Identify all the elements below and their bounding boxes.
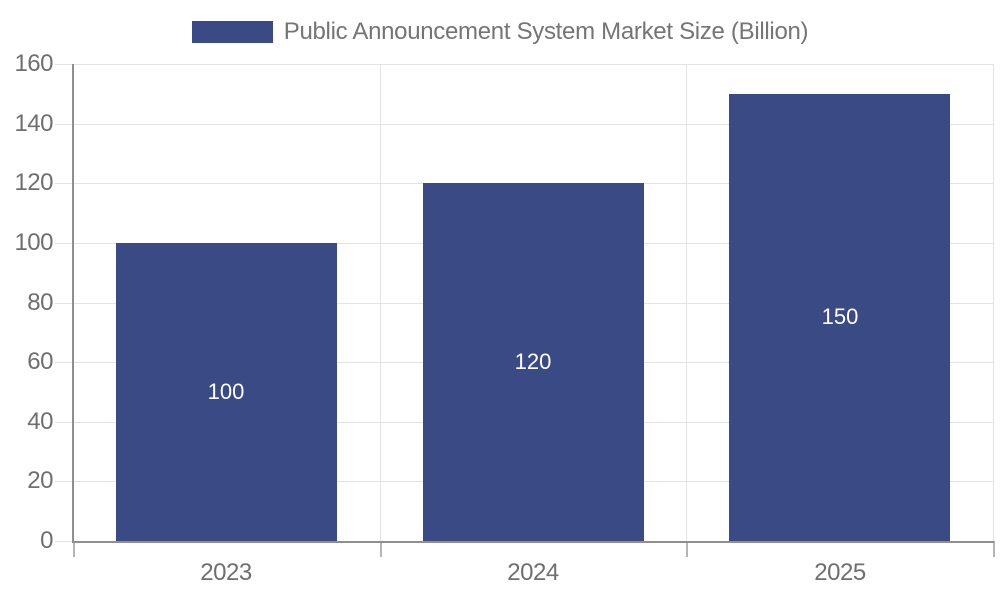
y-gridline <box>73 124 993 125</box>
bar-2024[interactable] <box>423 183 644 541</box>
x-axis-tick <box>73 541 75 557</box>
y-axis-tick <box>55 124 73 125</box>
x-gridline <box>993 64 994 541</box>
chart-title: Public Announcement System Market Size (… <box>283 18 809 45</box>
y-axis-tick <box>55 303 73 304</box>
y-axis-tick <box>55 481 73 482</box>
y-axis-label: 40 <box>27 408 53 435</box>
x-axis-label: 2025 <box>814 559 866 586</box>
x-axis-tick <box>993 541 995 557</box>
bar-2023[interactable] <box>116 243 337 541</box>
x-axis-line <box>72 541 994 543</box>
bar-value-label: 150 <box>821 304 859 329</box>
x-gridline <box>380 64 381 541</box>
y-axis-label: 160 <box>14 50 53 77</box>
y-axis-line <box>72 64 74 543</box>
y-axis-tick <box>55 362 73 363</box>
y-axis-label: 120 <box>14 169 53 196</box>
y-axis-label: 0 <box>40 527 53 554</box>
y-axis-label: 60 <box>27 348 53 375</box>
x-gridline <box>686 64 687 541</box>
legend-swatch <box>191 21 273 43</box>
y-axis-label: 100 <box>14 229 53 256</box>
y-axis-label: 140 <box>14 110 53 137</box>
x-axis-tick <box>686 541 688 557</box>
y-axis-tick <box>55 64 73 65</box>
bar-value-label: 120 <box>514 349 552 374</box>
x-axis-label: 2024 <box>507 559 559 586</box>
bar-value-label: 100 <box>207 379 245 404</box>
x-axis-tick <box>380 541 382 557</box>
y-axis-label: 80 <box>27 289 53 316</box>
x-axis-label: 2023 <box>200 559 252 586</box>
y-axis-label: 20 <box>27 467 53 494</box>
y-axis-tick <box>55 422 73 423</box>
legend[interactable]: Public Announcement System Market Size (… <box>0 17 1000 47</box>
y-axis-tick <box>55 243 73 244</box>
y-axis-tick <box>55 541 73 542</box>
y-axis-tick <box>55 183 73 184</box>
y-gridline <box>73 64 993 65</box>
bar-2025[interactable] <box>729 94 950 541</box>
